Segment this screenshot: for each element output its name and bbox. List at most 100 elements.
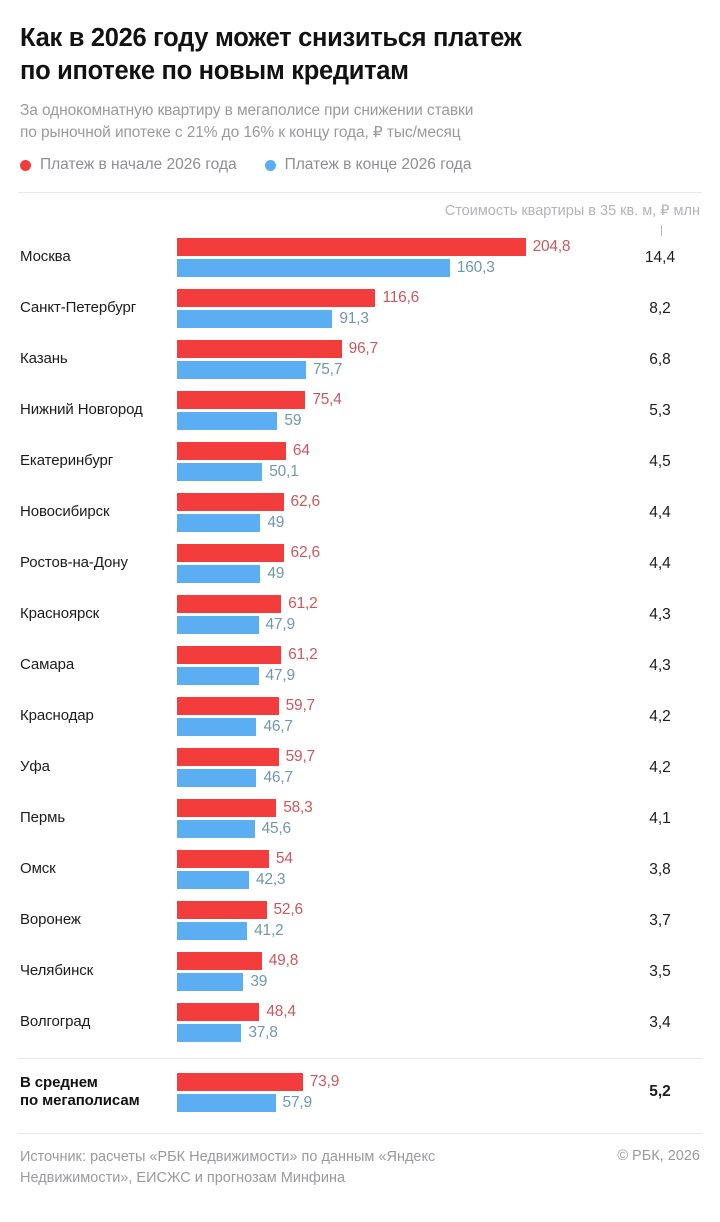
bar-line-start: 48,4 (177, 1003, 720, 1022)
bar-value-start: 61,2 (288, 595, 318, 613)
bar-end (177, 1024, 242, 1043)
chart-row-bars: 96,7 75,7 (177, 340, 720, 380)
chart-row-label: Казань (20, 350, 68, 368)
bar-value-end: 46,7 (263, 769, 293, 787)
bar-line-start: 58,3 (177, 799, 720, 818)
bar-start (177, 595, 282, 614)
bar-start (177, 646, 282, 665)
chart-row-bars: 48,4 37,8 (177, 1003, 720, 1043)
chart-row-bars: 49,8 39 (177, 952, 720, 992)
source-note-line-1: Источник: расчеты «РБК Недвижимости» по … (20, 1149, 436, 1166)
apartment-price-value: 4,3 (649, 656, 671, 674)
bar-end (177, 565, 261, 584)
chart-row-bars: 62,6 49 (177, 493, 720, 533)
apartment-price-value: 4,2 (649, 707, 671, 725)
bar-start (177, 901, 267, 920)
chart-row: Краснодар 59,7 46,7 4,2 (0, 691, 720, 742)
chart-row-label: Ростов-на-Дону (20, 554, 128, 572)
bar-value-start: 75,4 (312, 391, 342, 409)
chart-row-bars: 54 42,3 (177, 850, 720, 890)
chart-row: Уфа 59,7 46,7 4,2 (0, 742, 720, 793)
bar-value-start: 49,8 (268, 952, 299, 970)
chart-row: Самара 61,2 47,9 4,3 (0, 640, 720, 691)
bar-end (177, 973, 244, 992)
bar-start (177, 544, 284, 563)
bar-value-start: 48,4 (266, 1003, 296, 1021)
source-note-line-2: Недвижимости», ЕИСЖС и прогнозам Минфина (20, 1170, 346, 1187)
bar-end (177, 310, 333, 329)
chart-row-label: Омск (20, 860, 56, 878)
chart-row-label: Москва (20, 248, 71, 266)
chart-row-label: Уфа (20, 758, 50, 776)
bar-start (177, 289, 376, 308)
bar-line-start: 75,4 (177, 391, 720, 410)
page-subtitle-line-2: по рыночной ипотеке с 21% до 16% к концу… (20, 124, 461, 142)
bar-end (177, 922, 248, 941)
chart-row: Новосибирск 62,6 49 4,4 (0, 487, 720, 538)
bar-line-start: 54 (177, 850, 720, 869)
chart-row-bars: 204,8 160,3 (177, 238, 720, 278)
average-bar-line-end: 57,9 (177, 1094, 720, 1113)
average-label-line-2: по мегаполисам (20, 1092, 140, 1110)
average-bars: 73,9 57,9 (177, 1073, 720, 1113)
bar-value-end: 42,3 (255, 871, 286, 889)
apartment-price-value: 4,2 (649, 758, 671, 776)
apartment-price-value: 5,3 (649, 401, 671, 419)
chart-row-label: Самара (20, 656, 75, 674)
bar-end (177, 871, 249, 890)
bar-value-start: 204,8 (532, 238, 571, 256)
chart-row-bars: 52,6 41,2 (177, 901, 720, 941)
bar-line-start: 204,8 (177, 238, 720, 257)
header-divider (18, 192, 702, 194)
apartment-price-value: 8,2 (649, 299, 671, 317)
bar-value-end: 160,3 (456, 259, 495, 277)
legend-dot-icon-start (20, 159, 31, 171)
bar-end (177, 412, 278, 431)
bar-line-end: 91,3 (177, 310, 720, 329)
chart-row: Нижний Новгород 75,4 59 5,3 (0, 385, 720, 436)
average-divider (18, 1058, 702, 1060)
chart-row: Санкт-Петербург 116,6 91,3 8,2 (0, 283, 720, 334)
bar-end (177, 667, 259, 686)
legend-label-end: Платеж в конце 2026 года (284, 156, 472, 174)
bar-value-end: 50,1 (269, 463, 299, 481)
bar-value-end: 59 (284, 412, 302, 430)
copyright-label: © РБК, 2026 (617, 1148, 700, 1165)
chart-row-bars: 62,6 49 (177, 544, 720, 584)
bar-end (177, 463, 263, 482)
apartment-price-value: 3,5 (649, 962, 671, 980)
average-row: В среднем по мегаполисам 73,9 57,9 5,2 (0, 1063, 720, 1121)
secondary-column-header-area: Стоимость квартиры в 35 кв. м, ₽ млн (0, 199, 720, 237)
chart-row-bars: 59,7 46,7 (177, 697, 720, 737)
chart-header: Как в 2026 году может снизиться платеж п… (0, 0, 720, 174)
chart-row: Екатеринбург 64 50,1 4,5 (0, 436, 720, 487)
chart-row-bars: 116,6 91,3 (177, 289, 720, 329)
bar-line-start: 59,7 (177, 748, 720, 767)
average-value-end: 57,9 (282, 1094, 313, 1112)
page-subtitle-line-1: За однокомнатную квартиру в мегаполисе п… (20, 102, 474, 120)
bar-line-start: 62,6 (177, 493, 720, 512)
apartment-price-value: 4,1 (649, 809, 671, 827)
bar-value-end: 46,7 (263, 718, 293, 736)
legend-dot-icon-end (264, 159, 276, 171)
bar-value-end: 49 (267, 514, 285, 532)
chart-row: Волгоград 48,4 37,8 3,4 (0, 997, 720, 1048)
bar-line-end: 41,2 (177, 922, 720, 941)
chart-row: Пермь 58,3 45,6 4,1 (0, 793, 720, 844)
bar-line-end: 46,7 (177, 718, 720, 737)
bar-end (177, 769, 257, 788)
bar-line-end: 45,6 (177, 820, 720, 839)
chart-footer: Источник: расчеты «РБК Недвижимости» по … (0, 1147, 720, 1189)
bar-value-end: 47,9 (265, 667, 296, 685)
bar-line-start: 49,8 (177, 952, 720, 971)
bar-end (177, 361, 306, 380)
bar-line-end: 42,3 (177, 871, 720, 890)
average-price-value: 5,2 (649, 1083, 671, 1101)
chart-row-label: Екатеринбург (20, 452, 114, 470)
bar-start (177, 340, 342, 359)
bar-start (177, 391, 306, 410)
chart-row-label: Воронеж (20, 911, 81, 929)
bar-line-end: 59 (177, 412, 720, 431)
bar-value-start: 64 (292, 442, 310, 460)
bar-end (177, 514, 261, 533)
